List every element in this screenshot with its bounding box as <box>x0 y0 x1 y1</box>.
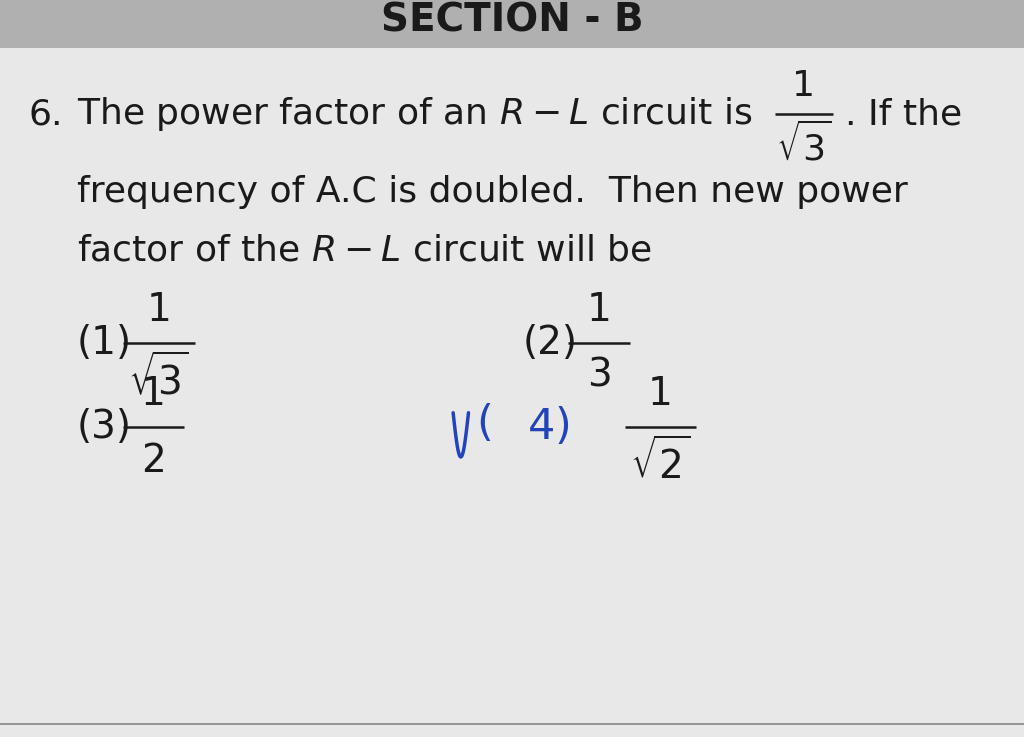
Text: 1: 1 <box>587 290 611 329</box>
Text: frequency of A.C is doubled.  Then new power: frequency of A.C is doubled. Then new po… <box>77 175 907 209</box>
Text: 1: 1 <box>141 375 166 413</box>
Text: $\sqrt{3}$: $\sqrt{3}$ <box>776 122 831 168</box>
Text: 6.: 6. <box>29 97 63 131</box>
Text: 1: 1 <box>648 375 673 413</box>
Text: factor of the $R-L$ circuit will be: factor of the $R-L$ circuit will be <box>77 234 651 268</box>
Text: $\sqrt{2}$: $\sqrt{2}$ <box>631 439 690 487</box>
Text: The power factor of an $R-L$ circuit is: The power factor of an $R-L$ circuit is <box>77 95 753 133</box>
Text: $\mathit{4)}$: $\mathit{4)}$ <box>527 407 569 448</box>
Text: (1): (1) <box>77 324 132 362</box>
Text: $\mathit{(}$: $\mathit{(}$ <box>476 403 492 444</box>
Text: (2): (2) <box>522 324 578 362</box>
Text: SECTION - B: SECTION - B <box>381 1 643 39</box>
Text: 1: 1 <box>793 69 815 103</box>
Text: 2: 2 <box>141 441 166 480</box>
Text: 3: 3 <box>587 357 611 395</box>
Bar <box>0 0 1024 48</box>
Text: (3): (3) <box>77 408 132 447</box>
Text: . If the: . If the <box>845 97 962 131</box>
Text: 1: 1 <box>146 290 171 329</box>
Text: $\sqrt{3}$: $\sqrt{3}$ <box>128 354 189 402</box>
